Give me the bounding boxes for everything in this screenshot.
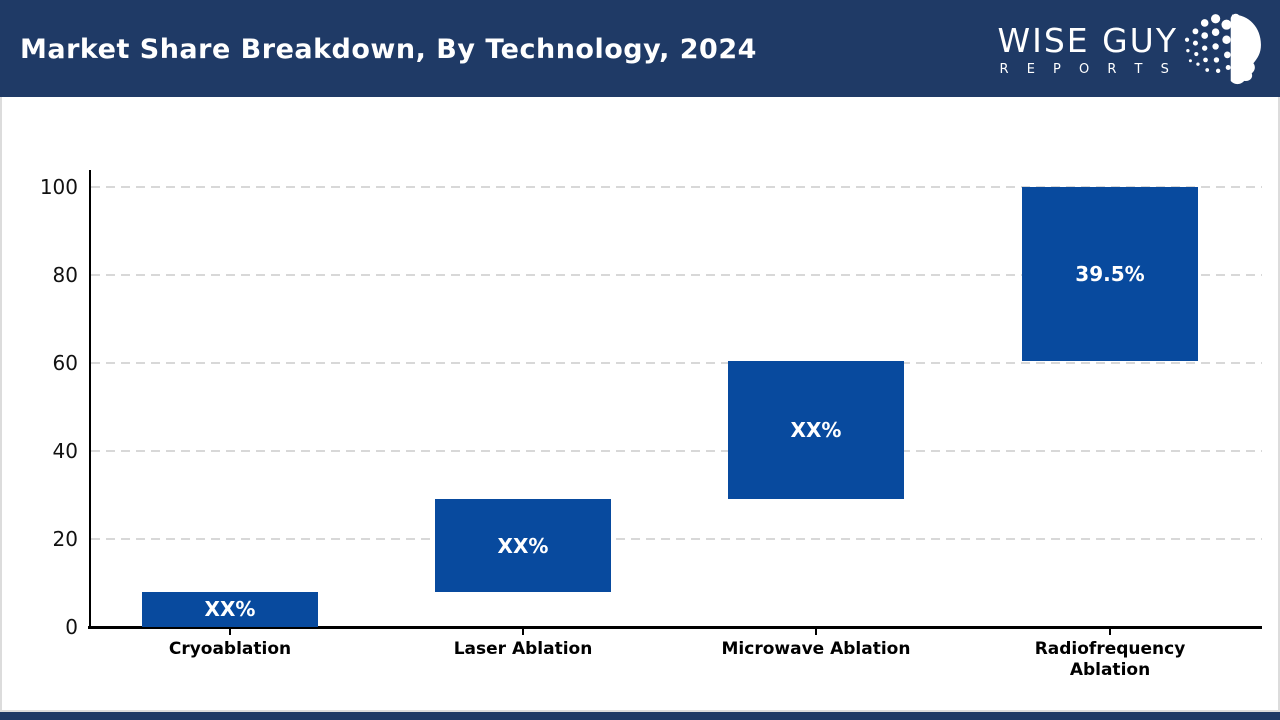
y-tick-label: 100 (39, 175, 78, 199)
bar-laser-ablation: XX% (435, 499, 611, 592)
brand-subname: R E P O R T S (999, 62, 1176, 77)
y-tick-label: 60 (52, 351, 78, 375)
x-axis-line (88, 626, 1262, 629)
header-bar: Market Share Breakdown, By Technology, 2… (0, 0, 1280, 97)
brand-logo-text: WISE GUY R E P O R T S (997, 21, 1178, 77)
gridline-100 (91, 186, 1262, 188)
bar-value-label: 39.5% (1075, 261, 1145, 286)
x-tick (229, 628, 231, 635)
bar-cryoablation: XX% (142, 591, 318, 627)
y-tick-label: 40 (52, 439, 78, 463)
brand-name: WISE GUY (997, 21, 1178, 60)
bar-microwave-ablation: XX% (728, 360, 904, 500)
x-tick-label: Microwave Ablation (721, 639, 911, 659)
x-tick-label: Radiofrequency Ablation (1034, 639, 1186, 681)
bar-value-label: XX% (497, 533, 549, 558)
x-tick (815, 628, 817, 635)
bar-value-label: XX% (204, 597, 256, 622)
y-axis-line (89, 170, 91, 627)
x-tick (522, 628, 524, 635)
y-tick-label: 80 (52, 263, 78, 287)
page-title: Market Share Breakdown, By Technology, 2… (20, 34, 757, 65)
bar-value-label: XX% (790, 418, 842, 443)
x-tick (1109, 628, 1111, 635)
gridline-40 (91, 450, 1262, 452)
y-tick-label: 20 (52, 527, 78, 551)
x-tick-label: Cryoablation (168, 639, 292, 659)
brand-face-dots-icon (1184, 13, 1261, 85)
y-tick-label: 0 (65, 615, 78, 639)
brand-logo: WISE GUY R E P O R T S (997, 6, 1266, 92)
x-tick-label: Laser Ablation (453, 639, 593, 659)
gridline-20 (91, 538, 1262, 540)
gridline-80 (91, 274, 1262, 276)
footer-bar (0, 712, 1280, 720)
gridline-60 (91, 362, 1262, 364)
bar-radiofrequency-ablation: 39.5% (1022, 187, 1198, 361)
